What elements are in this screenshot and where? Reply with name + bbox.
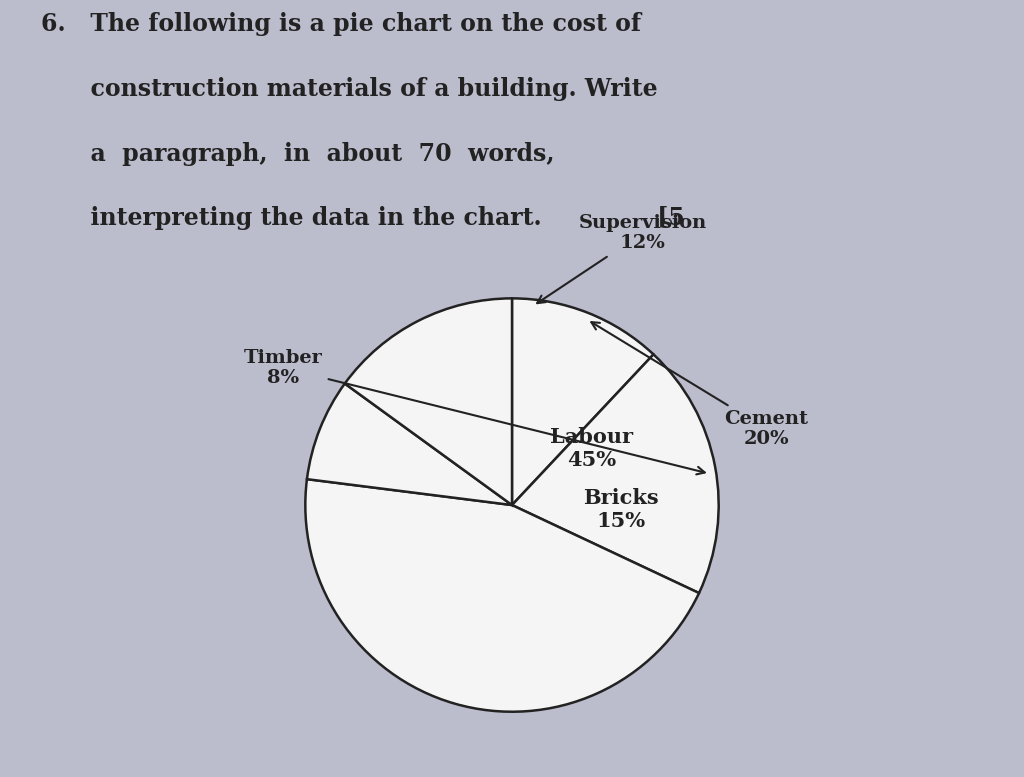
Text: Bricks
15%: Bricks 15% [583,488,658,531]
Text: Labour
45%: Labour 45% [550,427,633,470]
Text: construction materials of a building. Write: construction materials of a building. Wr… [41,77,657,101]
Wedge shape [305,479,699,712]
Text: Timber
8%: Timber 8% [244,349,705,475]
Text: Cement
20%: Cement 20% [591,322,809,448]
Text: a  paragraph,  in  about  70  words,: a paragraph, in about 70 words, [41,141,554,166]
Wedge shape [345,298,512,505]
Text: 6.   The following is a pie chart on the cost of: 6. The following is a pie chart on the c… [41,12,641,37]
Wedge shape [307,384,512,505]
Wedge shape [512,354,719,593]
Wedge shape [512,298,653,505]
Text: Supervision
12%: Supervision 12% [538,214,707,303]
Text: interpreting the data in the chart.              [5: interpreting the data in the chart. [5 [41,207,685,230]
